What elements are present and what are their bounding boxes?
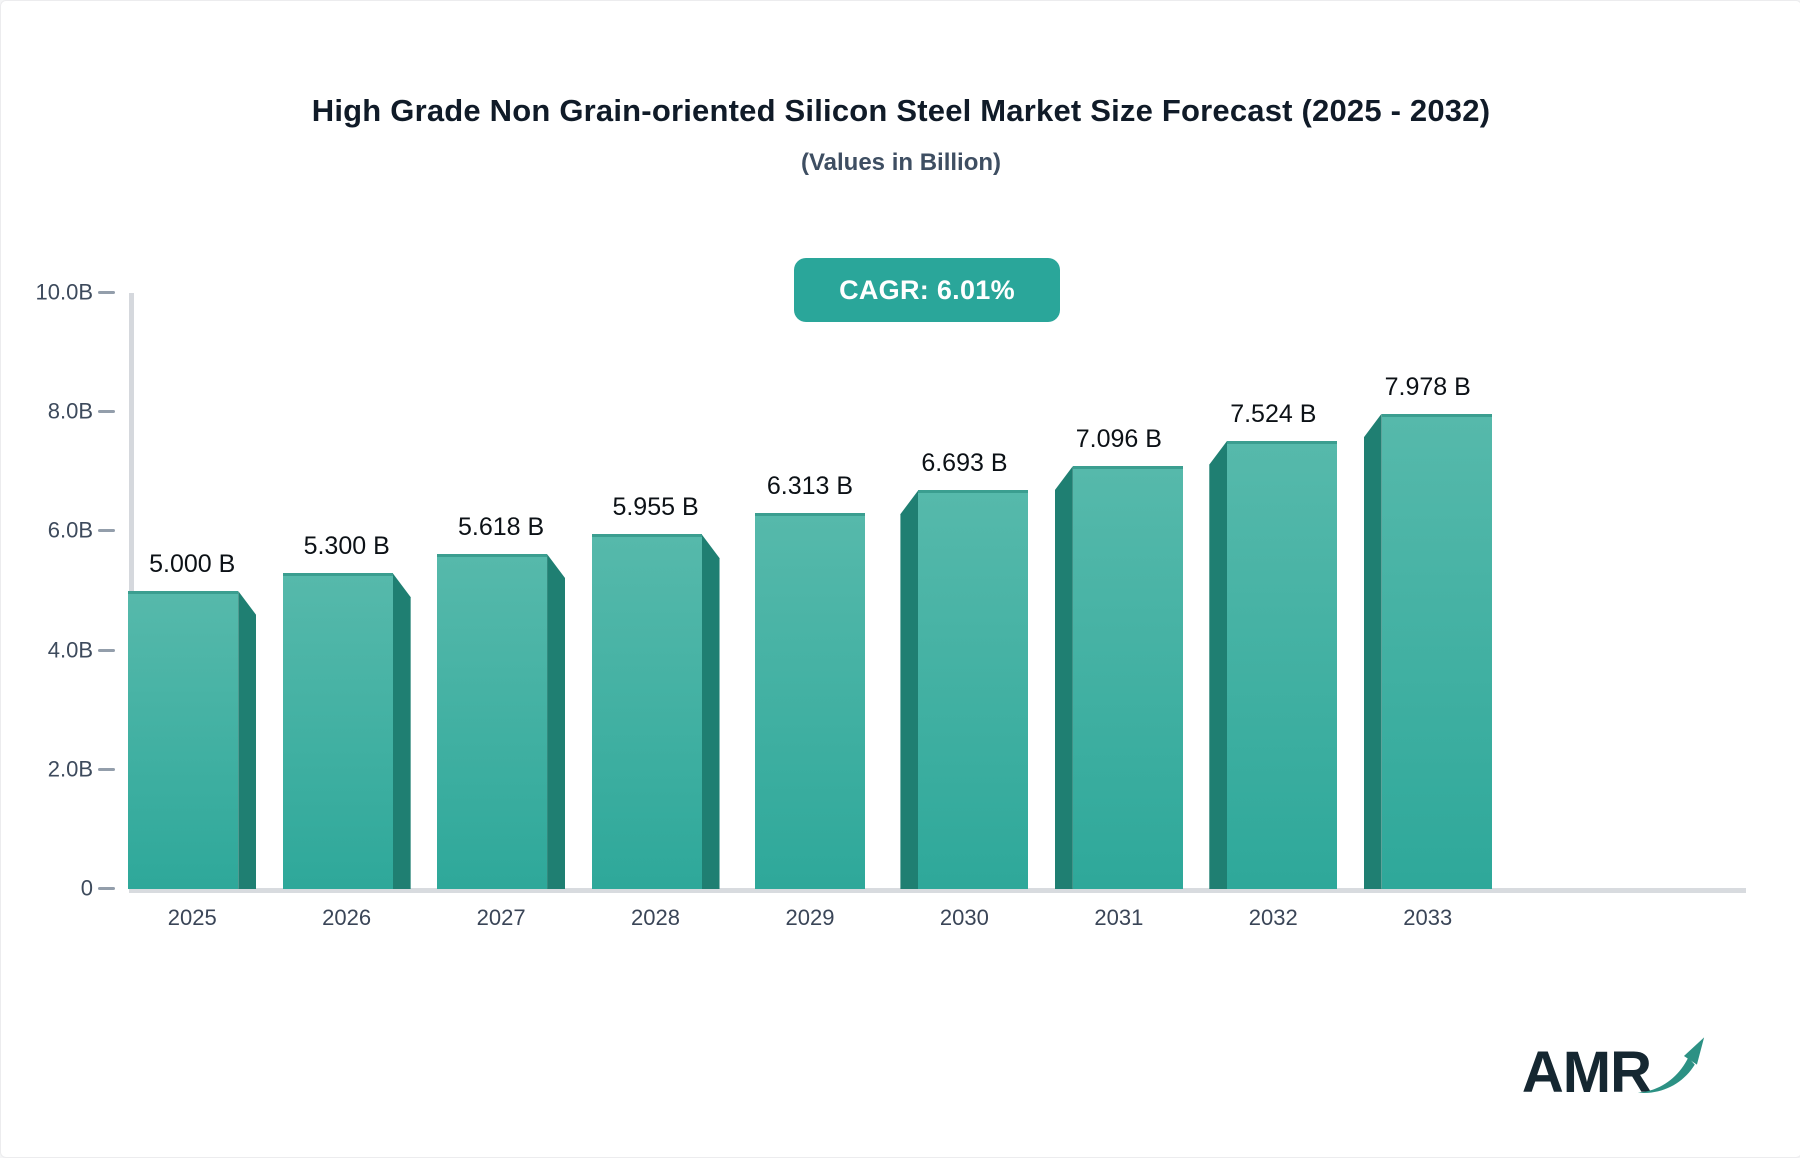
- bar-value-label: 5.955 B: [612, 493, 699, 522]
- x-axis-label-2033: 2033: [1403, 905, 1453, 930]
- y-tick-label: 6.0B: [47, 517, 93, 543]
- x-axis-label-2028: 2028: [631, 905, 681, 930]
- bar-side-shade: [392, 573, 411, 889]
- bars-container: 5.000 B 2025 5.300 B 2026 5.618 B 2027 5.955 B…: [115, 293, 1505, 930]
- bar-slot-2032: 7.524 B 2032: [1196, 293, 1350, 930]
- bar-2028: [591, 534, 720, 889]
- bar-face: [282, 573, 393, 889]
- bar-face: [1381, 413, 1492, 889]
- bar-face: [591, 534, 702, 889]
- y-tick-mark: [98, 887, 115, 890]
- bar-2025: [128, 591, 257, 889]
- y-tick-mark: [98, 529, 115, 533]
- page-subtitle: (Values in Billion): [800, 149, 1002, 176]
- bar-2033: [1363, 413, 1492, 889]
- bar-slot-2031: 7.096 B 2031: [1042, 293, 1196, 930]
- bar-2027: [437, 554, 566, 889]
- bar-side-shade: [1054, 466, 1073, 889]
- bar-value-label: 5.000 B: [149, 550, 236, 578]
- bar-slot-2027: 5.618 B 2027: [424, 293, 578, 930]
- y-tick-mark: [98, 648, 115, 652]
- bar-value-label: 7.978 B: [1384, 372, 1471, 401]
- bar-slot-2030: 6.693 B 2030: [887, 293, 1041, 930]
- bar-side-shade: [238, 591, 257, 889]
- x-axis-label-2030: 2030: [939, 905, 989, 930]
- bar-2029: [754, 512, 865, 889]
- cagr-badge: CAGR: 6.01%: [794, 258, 1060, 322]
- y-tick-mark: [98, 767, 115, 771]
- bar-face: [754, 512, 865, 889]
- y-tick-label: 10.0B: [35, 279, 94, 305]
- x-axis-label-2032: 2032: [1248, 905, 1298, 930]
- bar-side-shade: [547, 554, 566, 889]
- y-tick-label: 2.0B: [47, 756, 93, 782]
- x-axis-label-2025: 2025: [167, 905, 217, 930]
- bar-face: [128, 591, 239, 889]
- x-axis-label-2029: 2029: [785, 905, 835, 930]
- bar-side-shade: [900, 490, 919, 889]
- bar-slot-2026: 5.300 B 2026: [269, 293, 423, 930]
- bar-face: [918, 490, 1029, 889]
- x-axis-label-2031: 2031: [1094, 905, 1144, 930]
- y-tick-mark: [98, 291, 115, 294]
- growth-arrow-icon: [1637, 1037, 1705, 1094]
- plot-area: 5.000 B 2025 5.300 B 2026 5.618 B 2027 5.955 B…: [36, 279, 1746, 930]
- bar-slot-2029: 6.313 B 2029: [733, 293, 887, 930]
- bar-side-shade: [701, 534, 720, 889]
- y-tick-label: 4.0B: [47, 637, 93, 663]
- bar-slot-2028: 5.955 B 2028: [578, 293, 732, 930]
- y-tick-label: 0: [80, 875, 93, 901]
- bar-value-label: 7.096 B: [1075, 425, 1162, 454]
- bar-face: [437, 554, 548, 889]
- amr-logo: AMR: [1522, 1037, 1709, 1109]
- bar-value-label: 6.693 B: [921, 449, 1008, 478]
- bar-face: [1072, 466, 1183, 889]
- bar-slot-2025: 5.000 B 2025: [115, 293, 269, 930]
- bar-slot-2033: 7.978 B 2033: [1351, 293, 1505, 930]
- x-axis-line: [129, 888, 1746, 893]
- bar-2031: [1054, 466, 1183, 889]
- bar-value-label: 7.524 B: [1230, 399, 1317, 428]
- bar-2032: [1209, 440, 1338, 889]
- bar-side-shade: [1363, 413, 1382, 889]
- page-title: High Grade Non Grain-oriented Silicon St…: [311, 93, 1491, 128]
- y-tick-label: 8.0B: [47, 398, 93, 424]
- bar-value-label: 6.313 B: [766, 471, 854, 500]
- bar-face: [1227, 440, 1338, 889]
- x-axis-label-2027: 2027: [476, 905, 526, 930]
- bar-value-label: 5.300 B: [303, 532, 390, 561]
- amr-logo-text: AMR: [1521, 1040, 1652, 1105]
- x-axis-label-2026: 2026: [322, 905, 372, 930]
- bar-side-shade: [1209, 440, 1228, 889]
- bar-2030: [900, 490, 1029, 889]
- y-tick-mark: [98, 410, 115, 414]
- bar-value-label: 5.618 B: [458, 513, 545, 542]
- cagr-badge-label: CAGR: 6.01%: [839, 274, 1015, 305]
- bar-2026: [282, 573, 411, 889]
